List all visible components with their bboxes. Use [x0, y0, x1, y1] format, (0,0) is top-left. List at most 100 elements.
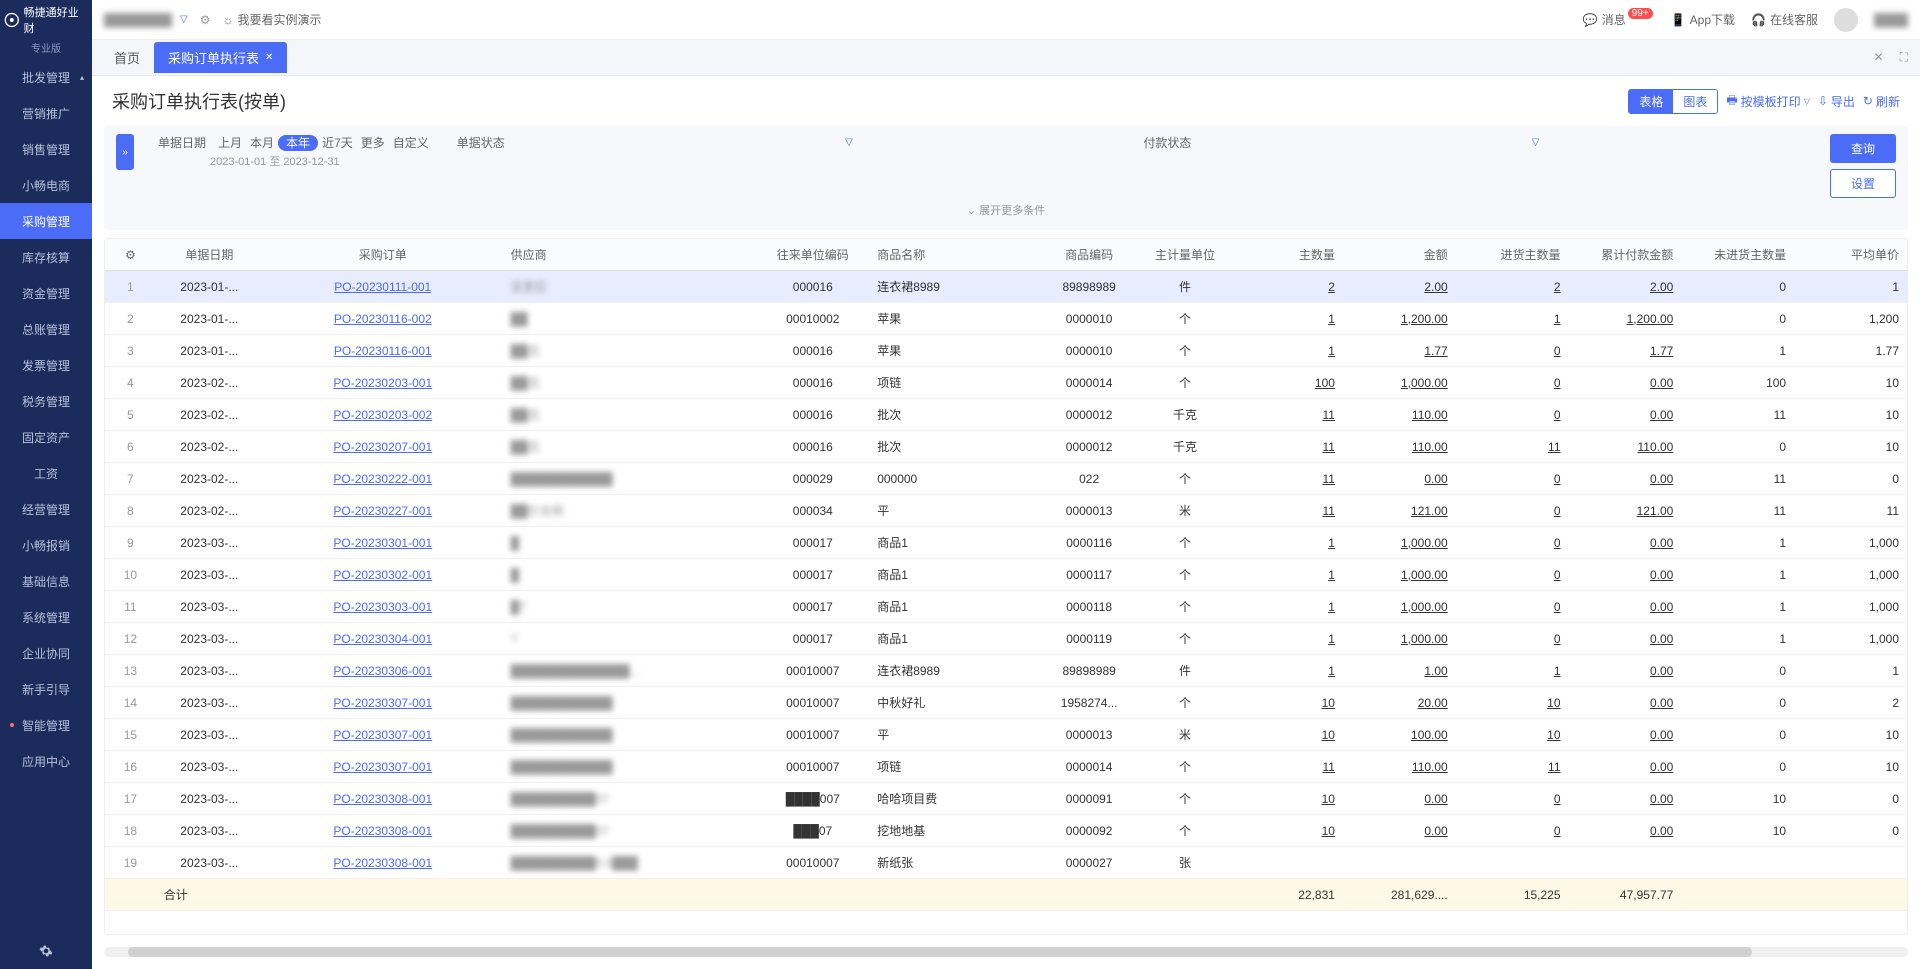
- date-option[interactable]: 本年: [278, 135, 318, 151]
- refresh-button[interactable]: ↻ 刷新: [1863, 93, 1900, 110]
- num-link[interactable]: 10: [1547, 696, 1560, 710]
- order-link[interactable]: PO-20230308-001: [333, 856, 432, 870]
- num-link[interactable]: 1: [1328, 664, 1335, 678]
- num-link[interactable]: 2: [1554, 280, 1561, 294]
- table-row[interactable]: 82023-02-...PO-20230227-001██价含税000034平0…: [105, 495, 1907, 527]
- table-row[interactable]: 52023-02-...PO-20230203-002██后000016批次00…: [105, 399, 1907, 431]
- num-link[interactable]: 1: [1328, 632, 1335, 646]
- sidebar-item[interactable]: 批发管理: [0, 59, 92, 95]
- table-row[interactable]: 122023-03-...PO-20230304-001T000017商品100…: [105, 623, 1907, 655]
- table-row[interactable]: 132023-03-...PO-20230306-001████████████…: [105, 655, 1907, 687]
- num-link[interactable]: 1: [1554, 312, 1561, 326]
- order-link[interactable]: PO-20230307-001: [333, 728, 432, 742]
- num-link[interactable]: 1.77: [1650, 344, 1673, 358]
- num-link[interactable]: 0.00: [1650, 568, 1673, 582]
- num-link[interactable]: 0.00: [1650, 632, 1673, 646]
- num-link[interactable]: 110.00: [1638, 440, 1674, 454]
- view-table-btn[interactable]: 表格: [1629, 90, 1673, 113]
- sidebar-item[interactable]: 新手引导: [0, 671, 92, 707]
- date-option[interactable]: 近7天: [318, 135, 357, 151]
- table-row[interactable]: 42023-02-...PO-20230203-001██后000016项链00…: [105, 367, 1907, 399]
- sidebar-item[interactable]: 税务管理: [0, 383, 92, 419]
- sidebar-item[interactable]: 销售管理: [0, 131, 92, 167]
- table-row[interactable]: 62023-02-...PO-20230207-001██后000016批次00…: [105, 431, 1907, 463]
- sidebar-item[interactable]: 库存核算: [0, 239, 92, 275]
- view-chart-btn[interactable]: 图表: [1673, 90, 1717, 113]
- table-row[interactable]: 162023-03-...PO-20230307-001████████████…: [105, 751, 1907, 783]
- order-link[interactable]: PO-20230111-001: [334, 280, 431, 294]
- num-link[interactable]: 0.00: [1424, 824, 1447, 838]
- expand-filters-btn[interactable]: ⌄ 展开更多条件: [104, 198, 1908, 222]
- query-button[interactable]: 查询: [1830, 134, 1896, 163]
- date-option[interactable]: 自定义: [389, 135, 433, 151]
- column-header[interactable]: 累计付款金额: [1569, 239, 1682, 271]
- scrollbar-thumb[interactable]: [128, 947, 1752, 957]
- num-link[interactable]: 110.00: [1412, 408, 1448, 422]
- date-option[interactable]: 本月: [246, 135, 278, 151]
- horizontal-scrollbar[interactable]: [104, 947, 1908, 957]
- close-icon[interactable]: ✕: [265, 52, 273, 63]
- sidebar-item[interactable]: 系统管理: [0, 599, 92, 635]
- sidebar-settings[interactable]: [0, 933, 92, 969]
- order-link[interactable]: PO-20230306-001: [333, 664, 432, 678]
- num-link[interactable]: 2.00: [1650, 280, 1673, 294]
- order-link[interactable]: PO-20230302-001: [333, 568, 432, 582]
- num-link[interactable]: 100: [1315, 376, 1335, 390]
- table-row[interactable]: 22023-01-...PO-20230116-002██00010002苹果0…: [105, 303, 1907, 335]
- table-row[interactable]: 102023-03-...PO-20230302-001█000017商品100…: [105, 559, 1907, 591]
- order-link[interactable]: PO-20230308-001: [333, 792, 432, 806]
- collapse-filters-btn[interactable]: »: [116, 134, 134, 170]
- settings-button[interactable]: 设置: [1830, 169, 1896, 198]
- sidebar-item[interactable]: 经营管理: [0, 491, 92, 527]
- table-row[interactable]: 192023-03-...PO-20230308-001██████████0.…: [105, 847, 1907, 879]
- column-header[interactable]: 进货主数量: [1456, 239, 1569, 271]
- app-download-link[interactable]: 📱 App下载: [1671, 11, 1735, 28]
- num-link[interactable]: 10: [1322, 824, 1335, 838]
- sidebar-item[interactable]: 总账管理: [0, 311, 92, 347]
- column-header[interactable]: 采购订单: [263, 239, 503, 271]
- sidebar-item[interactable]: 固定资产: [0, 419, 92, 455]
- num-link[interactable]: 11: [1548, 760, 1560, 774]
- num-link[interactable]: 0.00: [1650, 760, 1673, 774]
- num-link[interactable]: 0: [1554, 536, 1561, 550]
- num-link[interactable]: 0: [1554, 824, 1561, 838]
- num-link[interactable]: 0: [1554, 504, 1561, 518]
- num-link[interactable]: 11: [1322, 504, 1334, 518]
- column-header[interactable]: 单据日期: [156, 239, 263, 271]
- sidebar-item[interactable]: 应用中心: [0, 743, 92, 779]
- num-link[interactable]: 1.77: [1424, 344, 1447, 358]
- sidebar-item[interactable]: 基础信息: [0, 563, 92, 599]
- num-link[interactable]: 11: [1322, 440, 1334, 454]
- order-link[interactable]: PO-20230308-001: [333, 824, 432, 838]
- order-link[interactable]: PO-20230203-001: [333, 376, 432, 390]
- table-row[interactable]: 172023-03-...PO-20230308-001██████████07…: [105, 783, 1907, 815]
- sidebar-item[interactable]: 营销推广: [0, 95, 92, 131]
- column-header[interactable]: 主计量单位: [1140, 239, 1230, 271]
- pay-status-select[interactable]: ▽: [1199, 137, 1539, 149]
- column-header[interactable]: 平均单价: [1794, 239, 1907, 271]
- table-settings-header[interactable]: ⚙: [105, 239, 156, 271]
- num-link[interactable]: 0.00: [1650, 728, 1673, 742]
- num-link[interactable]: 0.00: [1650, 792, 1673, 806]
- num-link[interactable]: 1,000.00: [1401, 600, 1448, 614]
- num-link[interactable]: 10: [1547, 728, 1560, 742]
- num-link[interactable]: 1,000.00: [1401, 536, 1448, 550]
- num-link[interactable]: 11: [1322, 408, 1334, 422]
- num-link[interactable]: 1.00: [1424, 664, 1447, 678]
- num-link[interactable]: 0: [1554, 632, 1561, 646]
- sidebar-item[interactable]: 小畅报销: [0, 527, 92, 563]
- messages-link[interactable]: 💬 消息 99+: [1583, 11, 1655, 28]
- sidebar-item[interactable]: 智能管理: [0, 707, 92, 743]
- num-link[interactable]: 0: [1554, 344, 1561, 358]
- num-link[interactable]: 0.00: [1650, 472, 1673, 486]
- num-link[interactable]: 100.00: [1411, 728, 1448, 742]
- order-link[interactable]: PO-20230307-001: [333, 760, 432, 774]
- column-header[interactable]: 商品名称: [869, 239, 1038, 271]
- table-row[interactable]: 182023-03-...PO-20230308-001██████████07…: [105, 815, 1907, 847]
- column-header[interactable]: 往来单位编码: [756, 239, 869, 271]
- tab-purchase-report[interactable]: 采购订单执行表 ✕: [154, 42, 287, 73]
- num-link[interactable]: 0: [1554, 792, 1561, 806]
- sidebar-item[interactable]: 资金管理: [0, 275, 92, 311]
- date-option[interactable]: 上月: [214, 135, 246, 151]
- order-link[interactable]: PO-20230116-001: [334, 344, 432, 358]
